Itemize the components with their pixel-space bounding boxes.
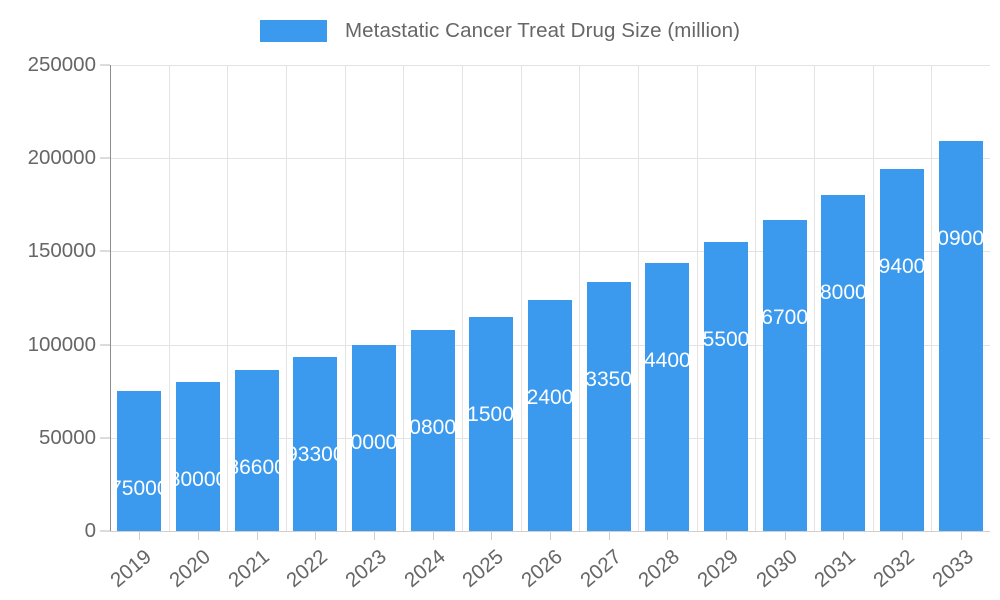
bar-value-label: 86600 <box>235 455 279 479</box>
y-axis-tick-label: 50000 <box>38 425 96 449</box>
bar-value-label: 155000 <box>704 328 748 352</box>
bar-value-label: 144000 <box>645 348 690 372</box>
plot-area: 75000 80000 86600 93300 100000 108000 115000 12… <box>110 65 990 532</box>
x-axis-tick-label: 2030 <box>751 545 802 592</box>
bar[interactable]: 144000 <box>645 262 690 531</box>
gridline-vertical <box>755 65 756 531</box>
gridline-vertical <box>403 65 404 531</box>
y-axis-tick-mark <box>100 157 110 159</box>
gridline-vertical <box>814 65 815 531</box>
x-axis-tick-mark <box>198 532 199 540</box>
x-axis-tick-mark <box>784 532 786 540</box>
bar[interactable]: 133500 <box>586 282 631 531</box>
x-axis-tick-mark <box>667 532 669 540</box>
x-axis-tick-label: 2029 <box>693 545 743 592</box>
bar-value-label: 80000 <box>176 467 220 491</box>
gridline-vertical <box>345 65 346 531</box>
bar-value-label: 180000 <box>821 281 866 305</box>
bar-value-label: 124000 <box>528 385 572 409</box>
x-axis-tick-mark <box>960 532 962 540</box>
bar-value-label: 167000 <box>762 305 807 329</box>
bar[interactable]: 180000 <box>821 195 866 531</box>
x-axis-tick-label: 2024 <box>399 545 450 592</box>
y-axis-tick-mark <box>100 530 110 532</box>
bar-value-label: 115000 <box>469 402 514 426</box>
x-axis-tick-label: 2033 <box>927 545 978 592</box>
x-axis-tick-label: 2019 <box>106 545 157 592</box>
y-axis-tick-mark <box>100 437 110 439</box>
bar-value-label: 209000 <box>938 227 983 251</box>
x-axis-tick-mark <box>726 532 727 540</box>
gridline-vertical <box>521 65 522 531</box>
y-axis-tick-mark <box>100 64 110 66</box>
x-axis-tick-mark <box>432 532 434 540</box>
gridline-vertical <box>169 65 170 531</box>
gridline-vertical <box>227 65 228 531</box>
y-axis-line <box>110 65 111 531</box>
gridline-vertical <box>462 65 463 531</box>
x-axis-tick-mark <box>843 532 845 540</box>
x-axis-tick-label: 2020 <box>165 545 215 592</box>
gridline-horizontal <box>110 65 990 66</box>
bar[interactable]: 194000 <box>880 169 924 531</box>
y-axis-tick-label: 250000 <box>27 53 96 76</box>
x-axis-tick-mark <box>374 532 375 540</box>
bar[interactable]: 167000 <box>762 219 807 531</box>
bar[interactable]: 115000 <box>469 316 514 531</box>
gridline-vertical <box>697 65 698 531</box>
x-axis-tick-label: 2031 <box>810 545 861 592</box>
x-axis-tick-mark <box>491 532 493 540</box>
x-axis-tick-label: 2026 <box>517 545 567 592</box>
bar[interactable]: 124000 <box>528 299 572 531</box>
x-axis-tick-label: 2027 <box>575 545 626 592</box>
y-axis-tick-label: 100000 <box>27 332 96 356</box>
bar[interactable]: 155000 <box>704 242 748 531</box>
y-axis-tick-label: 150000 <box>27 239 96 263</box>
x-axis-tick-mark <box>315 532 317 540</box>
x-axis-tick-mark <box>550 532 551 540</box>
x-axis-line <box>110 531 990 532</box>
bar-value-label: 194000 <box>880 255 924 279</box>
gridline-vertical <box>286 65 287 531</box>
x-axis-tick-label: 2023 <box>341 545 391 592</box>
x-axis-tick-mark <box>608 532 610 540</box>
legend-color-swatch <box>259 20 327 42</box>
bar-value-label: 100000 <box>352 430 396 454</box>
y-axis-tick-label: 0 <box>84 519 96 542</box>
bar-value-label: 108000 <box>410 415 455 439</box>
y-axis-tick-label: 200000 <box>27 146 96 170</box>
x-axis-tick-mark <box>139 532 141 540</box>
gridline-horizontal <box>110 158 990 160</box>
x-axis-tick-label: 2021 <box>223 545 274 592</box>
bar[interactable]: 86600 <box>234 369 279 531</box>
x-axis-tick-mark <box>902 532 903 540</box>
chart-legend: Metastatic Cancer Treat Drug Size (milli… <box>0 14 1000 48</box>
gridline-vertical <box>638 65 639 531</box>
bar[interactable]: 93300 <box>293 357 338 531</box>
x-axis-tick-label: 2032 <box>869 545 919 592</box>
bar-value-label: 133500 <box>586 368 631 392</box>
y-axis-tick-mark <box>100 250 110 252</box>
x-axis-tick-mark <box>256 532 258 540</box>
gridline-horizontal <box>110 251 990 253</box>
bar[interactable]: 209000 <box>938 141 983 531</box>
gridline-vertical <box>873 65 874 531</box>
bar-value-label: 75000 <box>117 477 161 501</box>
legend-series-label: Metastatic Cancer Treat Drug Size (milli… <box>344 19 741 42</box>
y-axis-tick-mark <box>100 344 110 346</box>
x-axis-tick-label: 2025 <box>458 545 509 592</box>
bar-value-label: 93300 <box>293 443 337 467</box>
bar[interactable]: 80000 <box>176 381 220 531</box>
bar[interactable]: 75000 <box>117 391 162 531</box>
bar[interactable]: 108000 <box>410 329 455 531</box>
gridline-vertical <box>579 65 580 531</box>
x-axis-tick-label: 2028 <box>634 545 685 592</box>
gridline-vertical <box>931 65 932 531</box>
x-axis-tick-label: 2022 <box>282 545 333 592</box>
bar[interactable]: 100000 <box>352 344 396 531</box>
